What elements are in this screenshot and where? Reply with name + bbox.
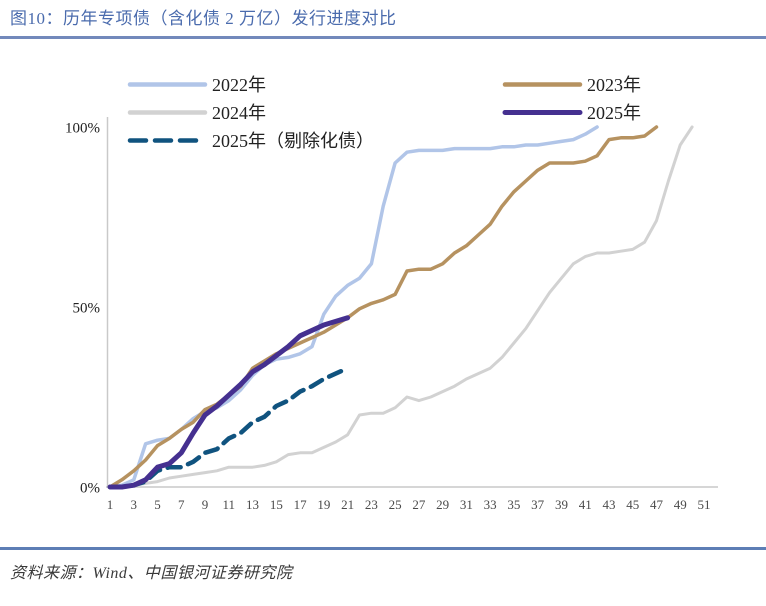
legend-label-2025年（剔除化债）: 2025年（剔除化债） bbox=[212, 131, 374, 151]
x-tick-label: 37 bbox=[531, 497, 545, 512]
x-tick-label: 19 bbox=[317, 497, 330, 512]
source-note: 资料来源：Wind、中国银河证券研究院 bbox=[0, 550, 766, 583]
series-line-2025年 bbox=[107, 315, 351, 490]
y-tick-label: 100% bbox=[65, 121, 100, 137]
x-tick-label: 39 bbox=[555, 497, 568, 512]
legend-label-2023年: 2023年 bbox=[587, 75, 641, 95]
x-tick-label: 11 bbox=[223, 497, 236, 512]
legend-label-2024年: 2024年 bbox=[212, 103, 266, 123]
x-tick-label: 49 bbox=[674, 497, 687, 512]
footer-divider bbox=[0, 547, 766, 551]
series-line-2025年（剔除化债） bbox=[107, 366, 350, 490]
x-tick-label: 27 bbox=[412, 497, 426, 512]
series-line-2022年 bbox=[108, 125, 599, 490]
x-tick-label: 35 bbox=[507, 497, 520, 512]
x-tick-label: 43 bbox=[602, 497, 615, 512]
x-tick-label: 21 bbox=[341, 497, 354, 512]
x-tick-label: 1 bbox=[107, 497, 114, 512]
x-tick-label: 33 bbox=[484, 497, 497, 512]
y-tick-label: 50% bbox=[73, 301, 101, 317]
x-tick-label: 29 bbox=[436, 497, 449, 512]
y-tick-label: 0% bbox=[80, 481, 100, 497]
x-tick-label: 45 bbox=[626, 497, 639, 512]
x-tick-label: 3 bbox=[131, 497, 138, 512]
x-tick-label: 31 bbox=[460, 497, 473, 512]
figure-title: 图10：历年专项债（含化债 2 万亿）发行进度对比 bbox=[0, 0, 766, 40]
x-tick-label: 13 bbox=[246, 497, 259, 512]
line-chart: 100%50%0%1 3 5 7 9 11 13 15 17 19 21 23 25 27 29 31 33 35… bbox=[65, 75, 718, 512]
x-tick-label: 7 bbox=[178, 497, 185, 512]
x-tick-label: 51 bbox=[698, 497, 711, 512]
figure-title-text: 图10：历年专项债（含化债 2 万亿）发行进度对比 bbox=[10, 9, 397, 28]
x-tick-label: 15 bbox=[270, 497, 283, 512]
series-line-2023年 bbox=[108, 125, 659, 490]
series-line-2024年 bbox=[108, 125, 694, 489]
legend-label-2025年: 2025年 bbox=[587, 103, 641, 123]
x-tick-label: 41 bbox=[579, 497, 592, 512]
x-tick-label: 25 bbox=[389, 497, 402, 512]
x-tick-label: 5 bbox=[154, 497, 161, 512]
x-tick-label: 17 bbox=[294, 497, 308, 512]
legend-label-2022年: 2022年 bbox=[212, 75, 266, 95]
chart-area: 100% 50% 0% 1 3 5 7 9 11 13 15 17 19 21 23 25 27 29 31 33 35… bbox=[0, 39, 766, 544]
x-tick-label: 23 bbox=[365, 497, 378, 512]
x-tick-label: 47 bbox=[650, 497, 664, 512]
x-tick-label: 9 bbox=[202, 497, 209, 512]
source-text: 资料来源：Wind、中国银河证券研究院 bbox=[10, 565, 293, 583]
